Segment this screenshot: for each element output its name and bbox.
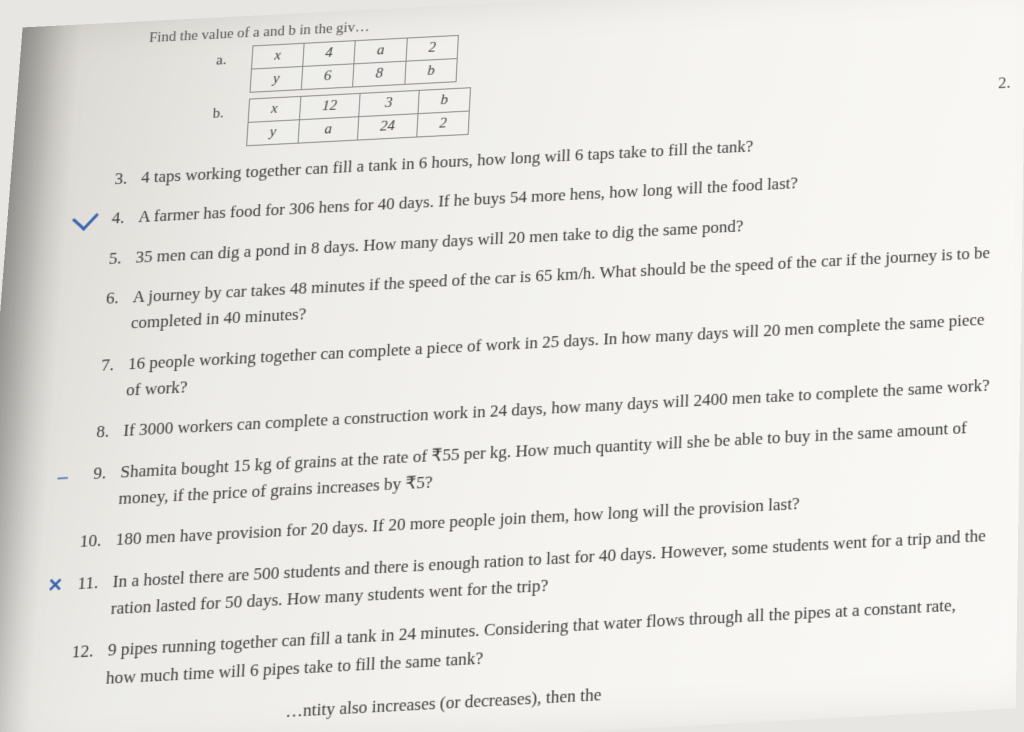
cell: x (252, 43, 304, 69)
cell: 24 (357, 114, 418, 140)
cell: y (247, 120, 300, 146)
right-margin-number: 2. (998, 73, 1011, 93)
cell: b (404, 59, 457, 85)
cell: b (418, 88, 471, 114)
question-number: 5. (93, 245, 123, 273)
textbook-page: Find the value of a and b in the giv… a.… (0, 0, 1024, 732)
question-number: 4. (96, 206, 126, 233)
cell: 2 (406, 35, 459, 61)
question-number: 11. (67, 569, 99, 625)
cell: y (250, 66, 302, 92)
cell: 6 (301, 64, 354, 90)
cell: a (354, 38, 407, 64)
cell: x (248, 96, 300, 122)
question-number: 12. (62, 638, 95, 694)
table-b-label: b. (212, 100, 231, 123)
table-a: x 4 a 2 y 6 8 b (250, 35, 460, 93)
question-number: 6. (88, 285, 120, 339)
cell: 2 (416, 111, 469, 137)
question-list: 3. 4 taps working together can fill a ta… (62, 121, 994, 694)
question-number: 8. (80, 419, 110, 447)
cell: 8 (353, 61, 406, 87)
table-b: x 12 3 b y a 24 2 (246, 87, 471, 146)
cell: 3 (358, 90, 418, 116)
question-number: 10. (72, 528, 102, 557)
cell: 4 (302, 41, 355, 67)
question-number: 3. (99, 166, 129, 193)
question-number: 9. (75, 460, 107, 515)
cell: 12 (299, 93, 360, 119)
table-a-label: a. (216, 46, 235, 69)
question-number: 7. (83, 352, 115, 406)
cell: a (298, 117, 359, 143)
